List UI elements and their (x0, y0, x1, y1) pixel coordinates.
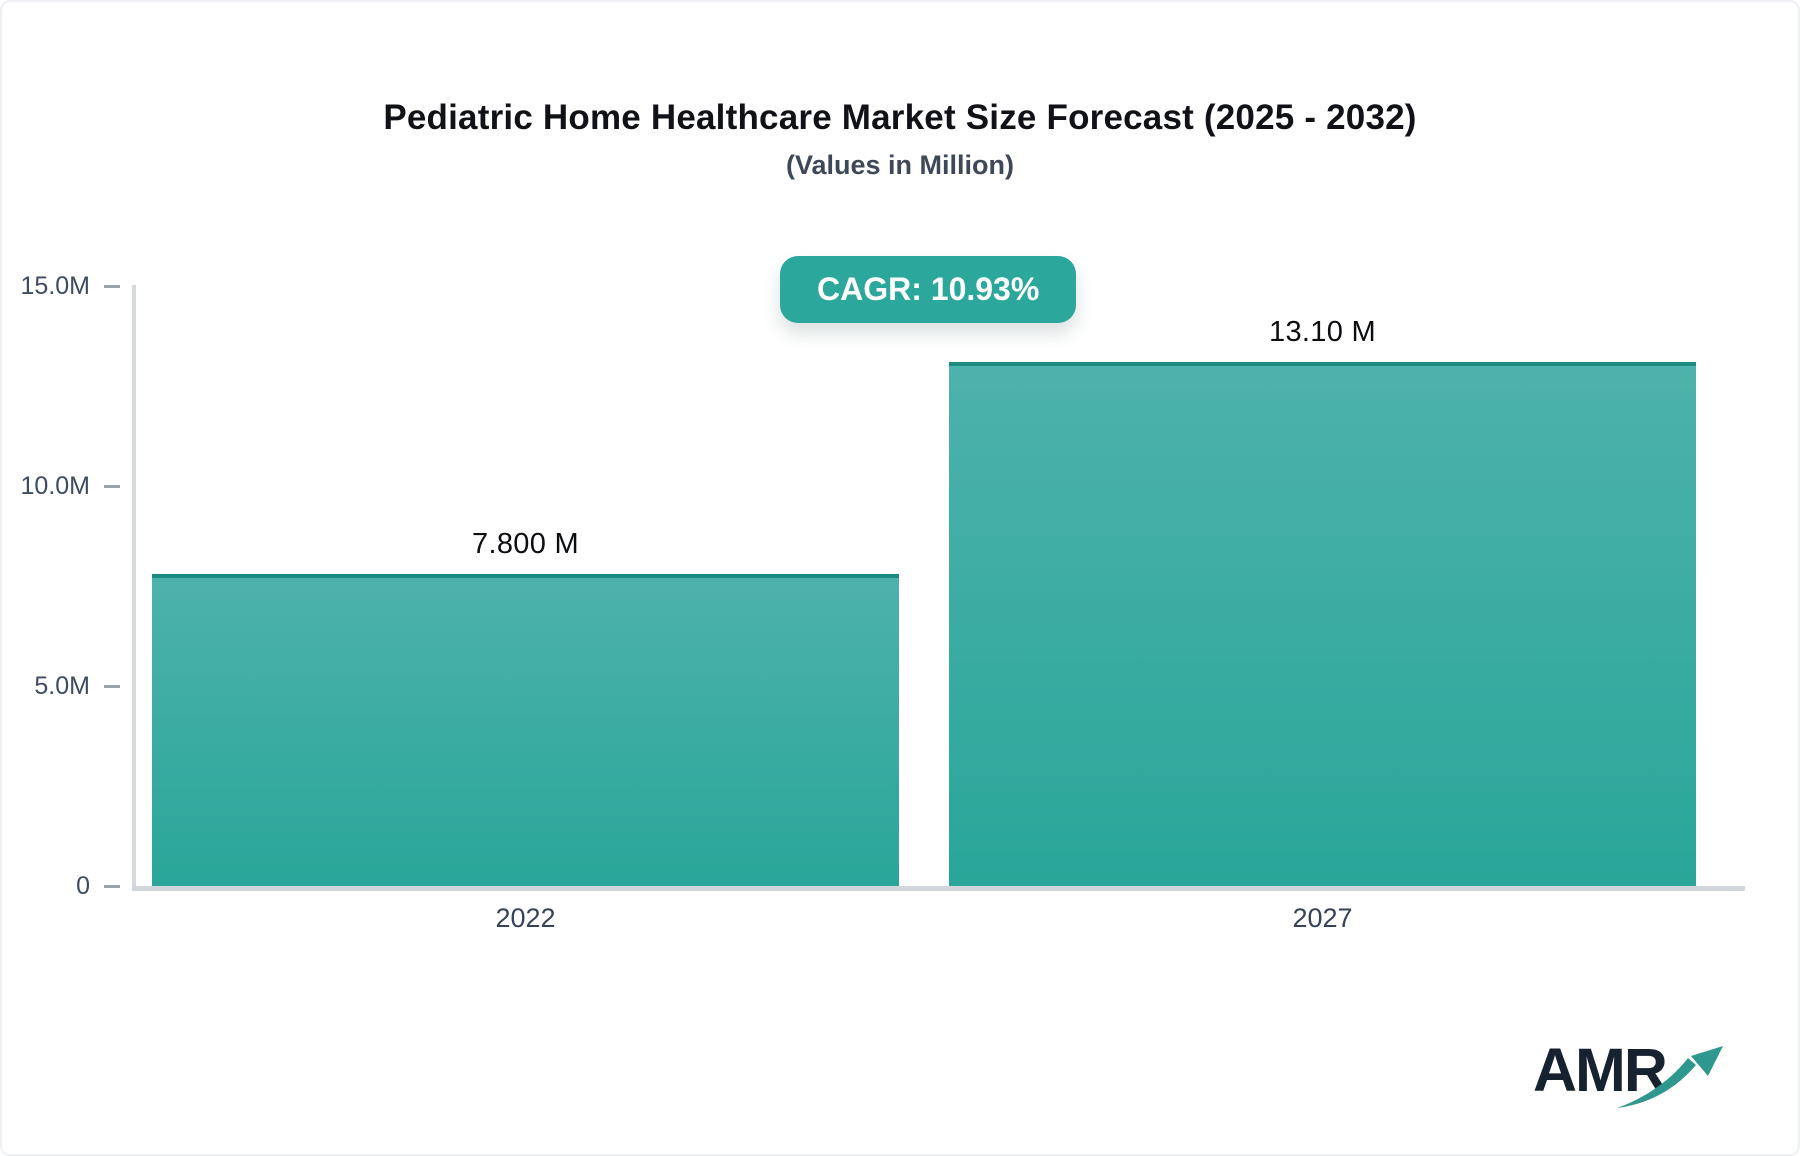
y-tick-dash-10.0M (104, 485, 120, 488)
chart-title: Pediatric Home Healthcare Market Size Fo… (383, 98, 1417, 137)
value-label-2022: 7.800 M (472, 528, 579, 560)
y-tick-label-5.0M: 5.0M (34, 672, 90, 700)
y-tick-label-10.0M: 10.0M (20, 472, 90, 500)
bar-2022 (152, 574, 899, 886)
cagr-badge: CAGR: 10.93% (780, 256, 1077, 323)
amr-logo: AMR (1533, 1040, 1743, 1115)
bar-2027 (949, 362, 1696, 886)
x-axis-baseline (132, 886, 1745, 891)
y-tick-dash-0 (104, 885, 120, 888)
y-tick-label-15.0M: 15.0M (20, 272, 90, 300)
y-tick-label-0: 0 (76, 872, 90, 900)
growth-arrow-icon (1617, 1046, 1723, 1108)
x-axis-label-2022: 2022 (495, 903, 556, 933)
y-tick-dash-15.0M (104, 285, 120, 288)
y-axis-line (132, 285, 136, 891)
chart-subtitle: (Values in Million) (785, 150, 1015, 180)
y-tick-dash-5.0M (104, 685, 120, 688)
x-axis-label-2027: 2027 (1292, 903, 1353, 933)
amr-logo-text: AMR (1533, 1036, 1668, 1104)
value-label-2027: 13.10 M (1269, 316, 1376, 348)
